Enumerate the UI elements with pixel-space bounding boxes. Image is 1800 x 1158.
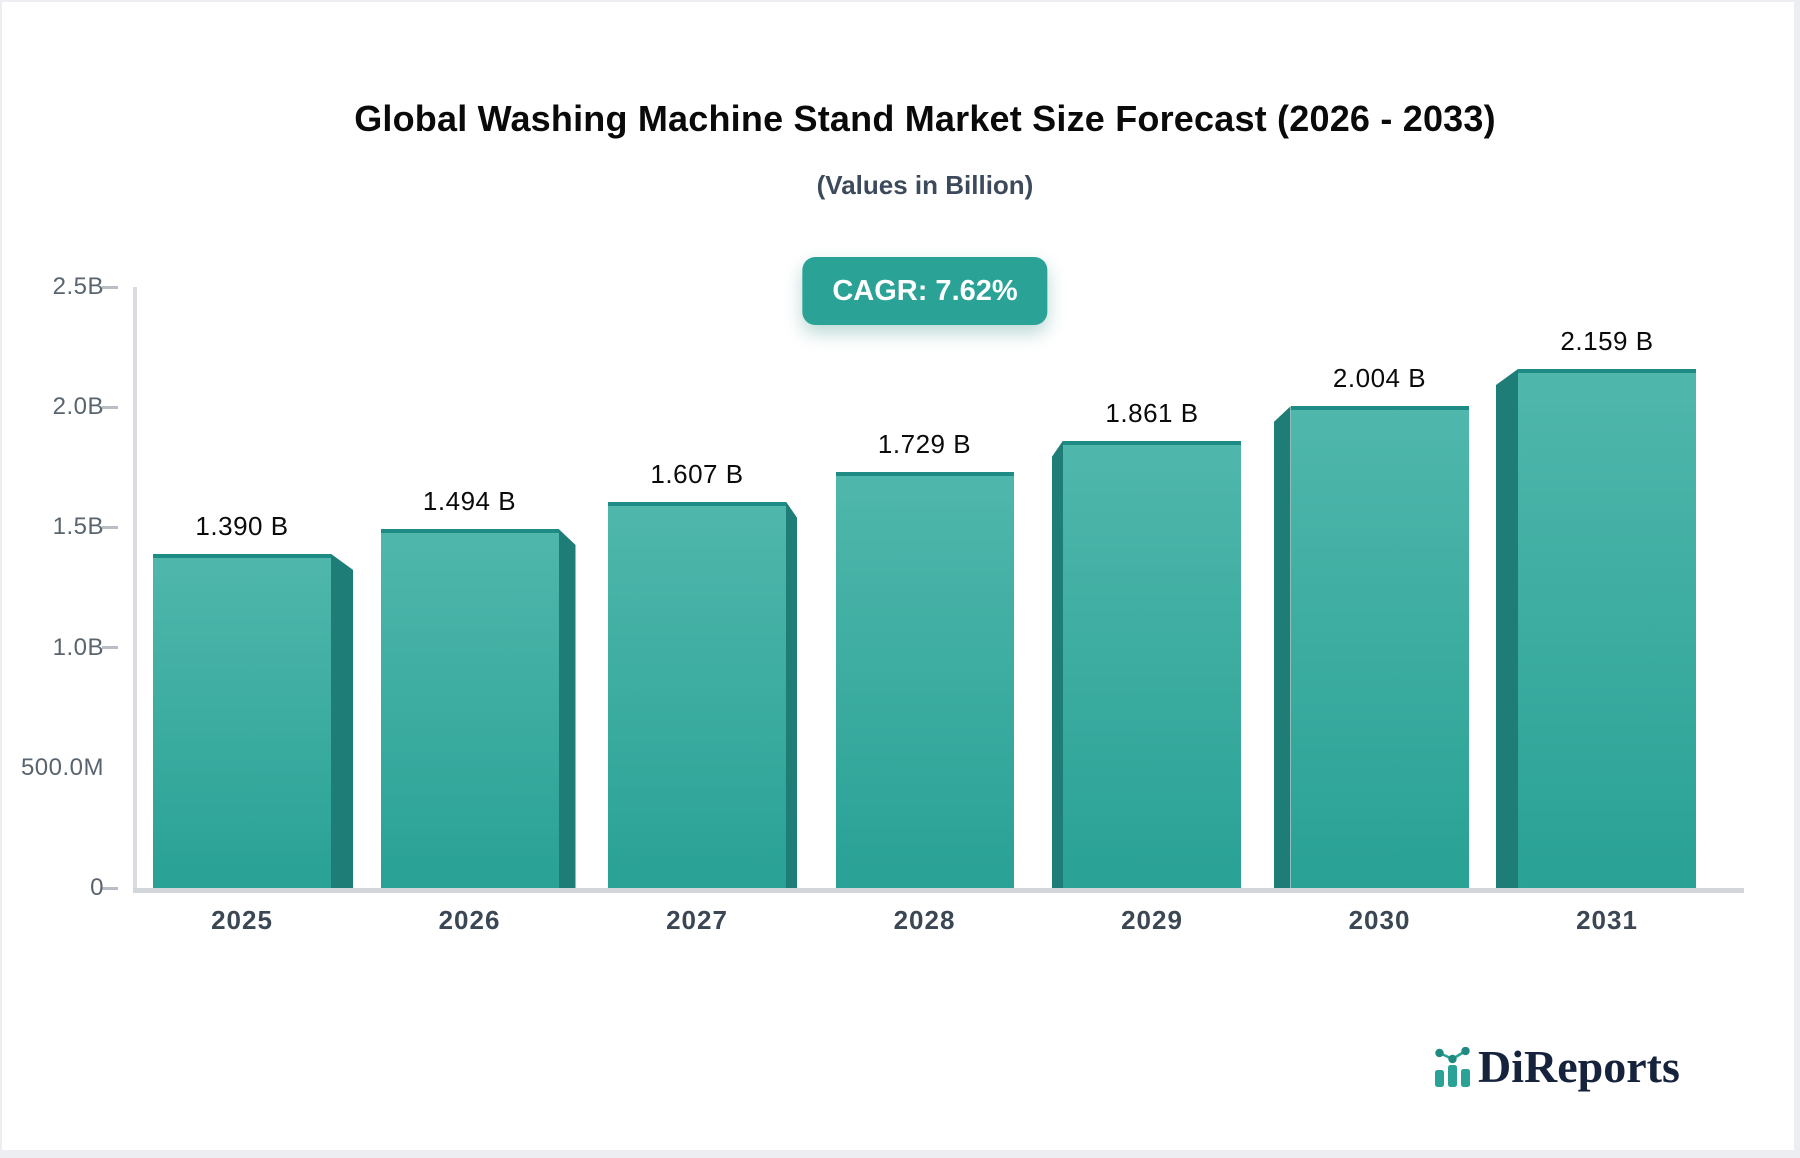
logo-wordmark: DiReports [1478,1041,1680,1092]
bar-value-label: 1.494 B [422,485,517,516]
bar-side-3d [1052,440,1063,888]
y-axis-tick [102,525,118,529]
bar [1290,406,1469,888]
bar-side-3d [331,553,353,888]
x-axis-baseline [133,888,1744,893]
x-axis-label: 2027 [666,905,728,935]
bar [1063,440,1241,888]
x-axis-label: 2031 [1576,905,1638,935]
x-axis-label: 2029 [1121,905,1183,935]
bar [835,472,1014,888]
bar-side-3d [1273,406,1291,888]
bar-side-3d [558,528,576,888]
bar-value-label: 2.004 B [1332,363,1427,394]
bar-side-3d [786,501,797,888]
bar [1518,368,1696,888]
y-axis-label: 1.5B [52,513,104,541]
bar [380,528,559,888]
bar-value-label: 1.607 B [650,458,744,489]
direports-logo: DiReports [1434,1040,1680,1092]
y-axis-tick [102,285,118,289]
chart-subtitle: (Values in Billion) [816,170,1034,200]
mini-bar-line-chart-icon [1435,1047,1470,1087]
x-axis-label: 2025 [211,905,273,935]
bar [608,501,786,888]
y-axis-label: 2.0B [52,393,104,421]
bar-value-label: 1.729 B [877,429,972,460]
y-axis-tick [102,646,118,650]
bar-value-label: 1.390 B [195,510,289,541]
chart-title: Global Washing Machine Stand Market Size… [354,98,1496,139]
y-axis-label: 1.0B [52,633,104,661]
y-axis-label: 2.5B [52,273,104,300]
x-axis-label: 2030 [1348,905,1411,935]
x-axis-label: 2028 [893,905,956,935]
y-axis-line [133,287,137,893]
y-axis-tick [102,405,118,409]
y-axis-label: 500.0M [20,753,104,781]
cagr-badge: CAGR: 7.62% [802,257,1048,325]
y-axis-tick [102,886,118,890]
x-axis-label: 2026 [438,905,501,935]
bar-side-3d [1496,368,1518,888]
y-axis-label: 0 [90,874,104,901]
bar [153,553,331,888]
bar-value-label: 2.159 B [1560,325,1654,356]
bar-value-label: 1.861 B [1105,397,1199,428]
